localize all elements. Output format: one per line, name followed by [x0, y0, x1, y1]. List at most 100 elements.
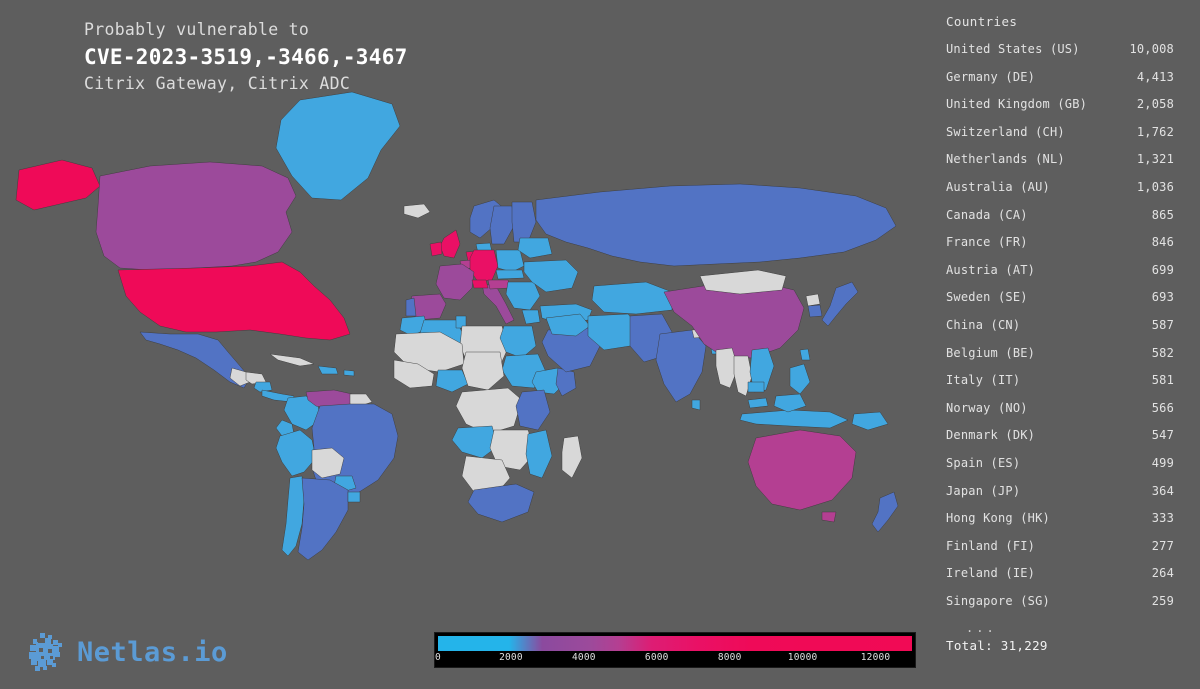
country-row[interactable]: Belgium (BE) 582 [946, 346, 1174, 374]
country-count: 846 [1151, 235, 1174, 250]
country-count: 581 [1151, 373, 1174, 388]
country-switzerland [472, 280, 488, 288]
country-name: Denmark (DK) [946, 428, 1036, 443]
country-hispaniola [318, 366, 338, 374]
country-count: 333 [1151, 511, 1174, 526]
country-bolivia [312, 448, 344, 478]
country-count: 364 [1151, 483, 1174, 498]
country-sri-lanka [692, 400, 700, 410]
country-count: 566 [1151, 400, 1174, 415]
country-row[interactable]: Denmark (DK) 547 [946, 428, 1174, 456]
country-belarus-baltics [518, 238, 552, 258]
country-iraq-syria [546, 314, 590, 336]
map-countries [16, 92, 898, 560]
country-row[interactable]: Austria (AT) 699 [946, 263, 1174, 291]
country-papua-new-guinea [852, 412, 888, 430]
country-row[interactable]: Australia (AU) 1,036 [946, 180, 1174, 208]
country-greece [522, 310, 540, 324]
country-peru [276, 430, 316, 476]
country-row[interactable]: Germany (DE) 4,413 [946, 70, 1174, 98]
country-poland [496, 250, 524, 272]
country-row[interactable]: Japan (JP) 364 [946, 484, 1174, 512]
country-row[interactable]: France (FR) 846 [946, 235, 1174, 263]
country-count: 277 [1151, 538, 1174, 553]
country-row[interactable]: Netherlands (NL) 1,321 [946, 152, 1174, 180]
country-cuba [270, 354, 314, 366]
country-greenland [276, 92, 400, 200]
country-west-africa-coast [394, 360, 434, 388]
country-france [436, 264, 474, 300]
netlas-logo-text: Netlas.io [77, 636, 228, 668]
country-row[interactable]: Hong Kong (HK) 333 [946, 511, 1174, 539]
country-row[interactable]: United Kingdom (GB) 2,058 [946, 97, 1174, 125]
country-australia [748, 430, 856, 510]
country-north-korea [806, 294, 820, 306]
country-canada [96, 162, 296, 270]
country-nigeria [436, 370, 468, 392]
country-row[interactable]: Switzerland (CH) 1,762 [946, 125, 1174, 153]
country-name: Switzerland (CH) [946, 124, 1065, 139]
title-block: Probably vulnerable to CVE-2023-3519,-34… [84, 18, 408, 96]
country-south-africa [468, 484, 534, 522]
country-new-zealand [872, 492, 898, 532]
colorbar-tick: 0 [435, 652, 441, 663]
country-name: Belgium (BE) [946, 345, 1036, 360]
country-count: 2,058 [1136, 97, 1174, 112]
country-count: 10,008 [1129, 42, 1174, 56]
country-romania-ukraine [524, 260, 578, 292]
world-map-svg [0, 0, 930, 620]
colorbar-tick: 4000 [572, 652, 596, 663]
country-malaysia [748, 398, 768, 408]
country-row[interactable]: Sweden (SE) 693 [946, 290, 1174, 318]
country-name: Sweden (SE) [946, 290, 1028, 305]
country-name: Ireland (IE) [946, 566, 1036, 581]
country-uruguay [348, 492, 360, 502]
country-count: 259 [1151, 593, 1174, 608]
country-name: Netherlands (NL) [946, 152, 1065, 167]
total-label: Total: 31,229 [946, 638, 1048, 653]
country-central-asia [592, 282, 672, 314]
country-argentina [298, 478, 348, 560]
country-united-states [118, 262, 350, 340]
country-row[interactable]: China (CN) 587 [946, 318, 1174, 346]
country-row[interactable]: Finland (FI) 277 [946, 539, 1174, 567]
country-iceland [404, 204, 430, 218]
country-somalia [556, 368, 576, 396]
country-row[interactable]: Norway (NO) 566 [946, 401, 1174, 429]
country-chad-car [462, 352, 504, 390]
page-title: CVE-2023-3519,-3466,-3467 [84, 45, 408, 69]
countries-sidebar: Countries United States (US) 10,008 German… [930, 0, 1200, 689]
netlas-logo[interactable]: Netlas.io [28, 632, 228, 672]
colorbar-tick: 6000 [644, 652, 669, 663]
country-row[interactable]: Singapore (SG) 259 [946, 594, 1174, 622]
country-myanmar [716, 348, 738, 388]
country-tasmania [822, 512, 836, 522]
country-name: Japan (JP) [946, 483, 1021, 498]
country-czechia-slovakia [496, 270, 524, 279]
country-row[interactable]: Italy (IT) 581 [946, 373, 1174, 401]
country-mexico [140, 332, 250, 388]
country-united-kingdom [440, 230, 460, 258]
country-portugal [406, 298, 416, 316]
country-row[interactable]: Spain (ES) 499 [946, 456, 1174, 484]
country-japan [822, 282, 858, 326]
country-austria [488, 280, 510, 289]
country-madagascar [562, 436, 582, 478]
country-row[interactable]: United States (US) 10,008 [946, 42, 1174, 70]
country-row[interactable]: Ireland (IE) 264 [946, 566, 1174, 594]
colorbar-tick: 12000 [860, 652, 891, 663]
colorbar-gradient [438, 636, 912, 651]
country-ireland [430, 242, 442, 256]
country-kenya-tanzania [516, 390, 550, 430]
country-germany [470, 250, 498, 282]
country-india [656, 330, 706, 402]
country-count: 587 [1151, 317, 1174, 332]
country-name: Italy (IT) [946, 373, 1021, 388]
country-name: United Kingdom (GB) [946, 97, 1088, 112]
country-name: United States (US) [946, 42, 1080, 56]
country-row[interactable]: Canada (CA) 865 [946, 208, 1174, 236]
country-italy [482, 284, 514, 324]
country-name: Canada (CA) [946, 207, 1028, 222]
country-name: Hong Kong (HK) [946, 511, 1050, 526]
country-count: 699 [1151, 262, 1174, 277]
